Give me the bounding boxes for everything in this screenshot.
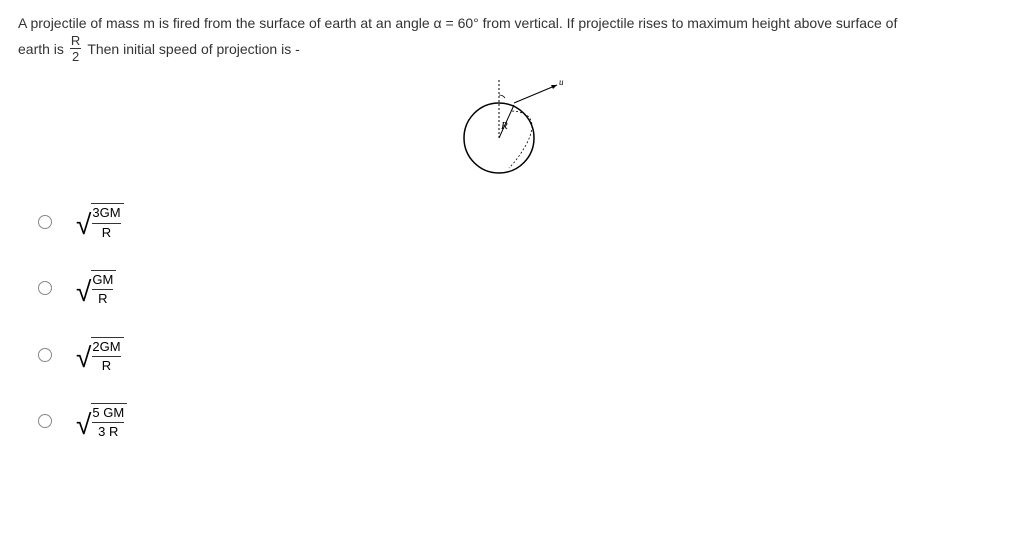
- option-4[interactable]: √ 5 GM 3 R: [38, 403, 1006, 440]
- opt1-num: 3GM: [92, 206, 120, 222]
- surd-icon: √: [76, 217, 91, 234]
- radio-4[interactable]: [38, 414, 52, 428]
- opt4-num: 5 GM: [92, 406, 124, 422]
- option-2[interactable]: √ GM R: [38, 270, 1006, 307]
- surd-icon: √: [76, 350, 91, 367]
- opt4-den: 3 R: [92, 422, 124, 439]
- radio-1[interactable]: [38, 215, 52, 229]
- option-3-expr: √ 2GM R: [76, 337, 124, 374]
- option-2-expr: √ GM R: [76, 270, 116, 307]
- opt2-den: R: [92, 289, 113, 306]
- radio-3[interactable]: [38, 348, 52, 362]
- surd-icon: √: [76, 417, 91, 434]
- option-3[interactable]: √ 2GM R: [38, 337, 1006, 374]
- line2-pre: earth is: [18, 38, 64, 60]
- diagram-container: R u: [18, 73, 1006, 183]
- option-1-expr: √ 3GM R: [76, 203, 124, 240]
- question-text: A projectile of mass m is fired from the…: [18, 12, 1006, 63]
- angle-arc: [499, 95, 505, 98]
- options-list: √ 3GM R √ GM R √: [38, 203, 1006, 439]
- opt3-num: 2GM: [92, 340, 120, 356]
- option-4-expr: √ 5 GM 3 R: [76, 403, 127, 440]
- velocity-line: [514, 85, 557, 103]
- surd-icon: √: [76, 284, 91, 301]
- opt3-den: R: [92, 356, 120, 373]
- frac-den: 2: [70, 48, 81, 63]
- line2-post: Then initial speed of projection is -: [87, 38, 299, 60]
- opt2-num: GM: [92, 273, 113, 289]
- fraction-r-over-2: R 2: [69, 34, 82, 63]
- question-line-1: A projectile of mass m is fired from the…: [18, 12, 1006, 34]
- projectile-diagram: R u: [447, 73, 577, 183]
- opt1-den: R: [92, 223, 120, 240]
- question-line-2: earth is R 2 Then initial speed of proje…: [18, 34, 1006, 63]
- radio-2[interactable]: [38, 281, 52, 295]
- option-1[interactable]: √ 3GM R: [38, 203, 1006, 240]
- label-u: u: [559, 77, 564, 87]
- frac-num: R: [69, 34, 82, 48]
- label-r: R: [500, 120, 508, 132]
